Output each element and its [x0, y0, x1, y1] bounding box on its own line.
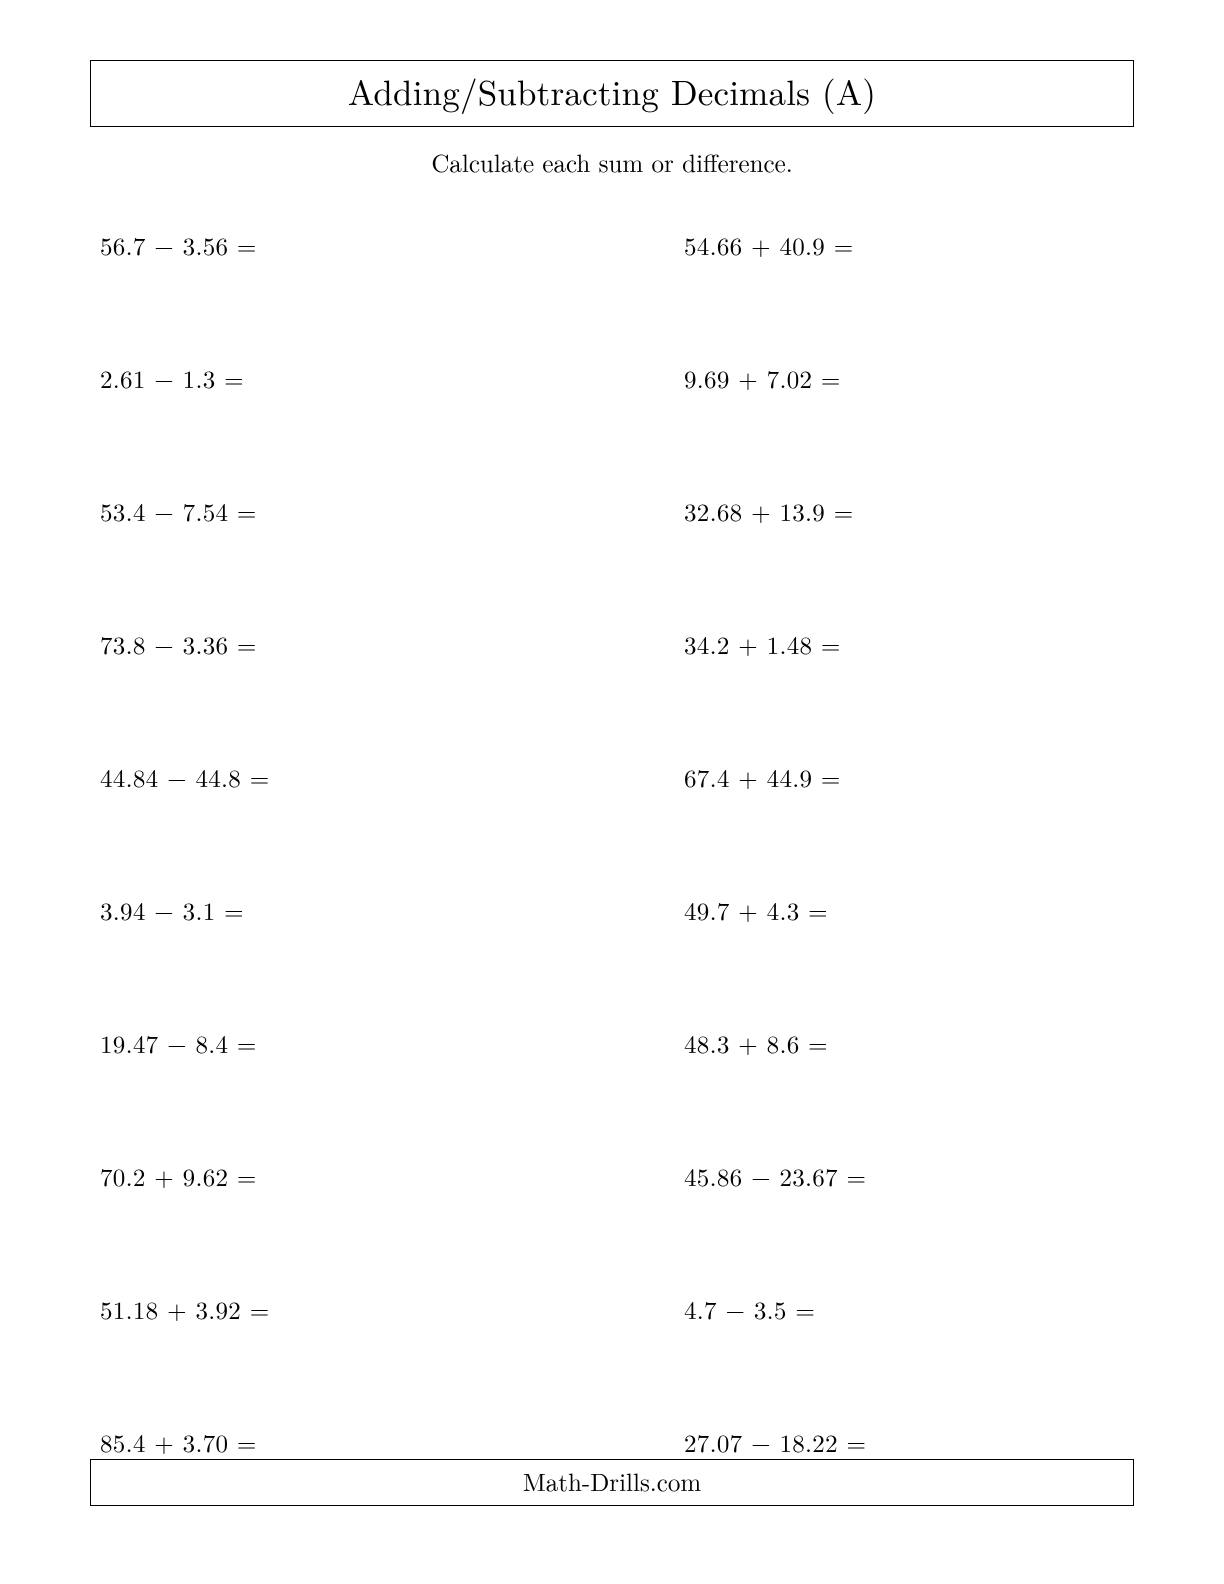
worksheet-subtitle: Calculate each sum or difference. — [90, 145, 1134, 180]
footer-text: Math-Drills.com — [523, 1464, 701, 1499]
problem: 54.66 + 40.9 = — [612, 228, 1124, 263]
problem: 45.86 − 23.67 = — [612, 1159, 1124, 1194]
worksheet-title: Adding/Subtracting Decimals (A) — [91, 67, 1133, 116]
problem: 49.7 + 4.3 = — [612, 893, 1124, 928]
problem: 44.84 − 44.8 = — [100, 760, 612, 795]
problem: 67.4 + 44.9 = — [612, 760, 1124, 795]
problem: 85.4 + 3.70 = — [100, 1425, 612, 1460]
problem: 70.2 + 9.62 = — [100, 1159, 612, 1194]
problem: 51.18 + 3.92 = — [100, 1292, 612, 1327]
problem: 53.4 − 7.54 = — [100, 494, 612, 529]
problem: 73.8 − 3.36 = — [100, 627, 612, 662]
problem: 56.7 − 3.56 = — [100, 228, 612, 263]
problems-column-left: 56.7 − 3.56 = 2.61 − 1.3 = 53.4 − 7.54 =… — [100, 228, 612, 1558]
problems-column-right: 54.66 + 40.9 = 9.69 + 7.02 = 32.68 + 13.… — [612, 228, 1124, 1558]
footer-box: Math-Drills.com — [90, 1459, 1134, 1506]
problem: 19.47 − 8.4 = — [100, 1026, 612, 1061]
problem: 3.94 − 3.1 = — [100, 893, 612, 928]
problem: 27.07 − 18.22 = — [612, 1425, 1124, 1460]
problem: 48.3 + 8.6 = — [612, 1026, 1124, 1061]
problems-grid: 56.7 − 3.56 = 2.61 − 1.3 = 53.4 − 7.54 =… — [90, 228, 1134, 1558]
problem: 34.2 + 1.48 = — [612, 627, 1124, 662]
problem: 4.7 − 3.5 = — [612, 1292, 1124, 1327]
title-box: Adding/Subtracting Decimals (A) — [90, 60, 1134, 127]
problem: 9.69 + 7.02 = — [612, 361, 1124, 396]
problem: 2.61 − 1.3 = — [100, 361, 612, 396]
problem: 32.68 + 13.9 = — [612, 494, 1124, 529]
